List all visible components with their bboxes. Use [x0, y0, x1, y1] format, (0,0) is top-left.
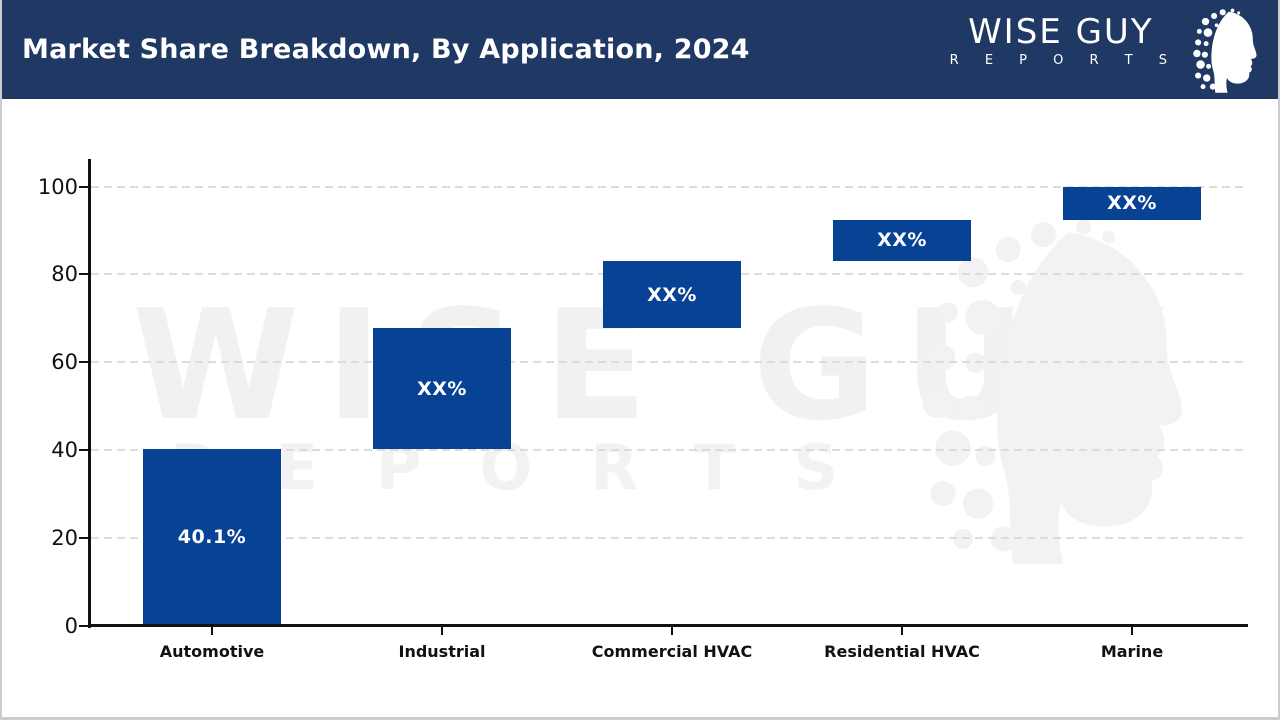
- y-tick-label-0: 0: [64, 613, 78, 638]
- bar-value-label: XX%: [877, 229, 927, 252]
- y-tick-label-60: 60: [51, 350, 78, 375]
- header-bar: Market Share Breakdown, By Application, …: [2, 0, 1278, 99]
- category-label-2: Commercial HVAC: [591, 641, 753, 661]
- gridline-40: [91, 448, 1248, 451]
- chart-title: Market Share Breakdown, By Application, …: [22, 34, 750, 65]
- chart-area: WISE GUY REPORTS 0 20 40 60 80 100 40.1% Automo…: [2, 99, 1278, 717]
- x-axis-tick-2: [671, 627, 673, 635]
- bar-commercial-hvac: XX%: [603, 261, 741, 329]
- y-axis-tick-100: [79, 185, 88, 188]
- gridline-100: [91, 185, 1248, 188]
- gridline-60: [91, 361, 1248, 364]
- y-axis-line: [88, 159, 91, 628]
- logo-name-text: WISE GUY: [968, 12, 1154, 52]
- y-tick-label-20: 20: [51, 525, 78, 550]
- plot-area: 0 20 40 60 80 100 40.1% Automotive XX% Industrial…: [2, 99, 1278, 717]
- bar-marine: XX%: [1063, 186, 1201, 220]
- y-axis-tick-80: [79, 273, 88, 276]
- bar-value-label: 40.1%: [177, 526, 247, 549]
- category-label-4: Marine: [1100, 641, 1164, 661]
- bar-industrial: XX%: [373, 328, 511, 450]
- x-axis-tick-3: [901, 627, 903, 635]
- y-axis-tick-60: [79, 361, 88, 364]
- wiseguy-logo: WISE GUY R E P O R T S: [944, 12, 1178, 69]
- watermark-head-icon: [920, 217, 1202, 569]
- logo-reports-text: R E P O R T S: [949, 53, 1178, 69]
- x-axis-line: [88, 624, 1248, 627]
- x-axis-tick-4: [1131, 627, 1133, 635]
- y-tick-label-40: 40: [51, 437, 78, 462]
- bar-automotive: 40.1%: [143, 449, 281, 626]
- wiseguy-head-icon: [1184, 8, 1270, 94]
- category-label-3: Residential HVAC: [824, 641, 980, 661]
- bar-residential-hvac: XX%: [833, 219, 971, 262]
- y-tick-label-100: 100: [37, 174, 78, 199]
- x-axis-tick-0: [211, 627, 213, 635]
- y-axis-tick-20: [79, 536, 88, 539]
- bar-value-label: XX%: [417, 377, 467, 400]
- category-label-0: Automotive: [159, 641, 265, 661]
- gridline-20: [91, 536, 1248, 539]
- x-axis-tick-1: [441, 627, 443, 635]
- bar-value-label: XX%: [647, 283, 697, 306]
- y-tick-label-80: 80: [51, 262, 78, 287]
- category-label-1: Industrial: [398, 641, 486, 661]
- y-axis-tick-40: [79, 448, 88, 451]
- y-axis-tick-0: [79, 624, 88, 627]
- bar-value-label: XX%: [1107, 192, 1157, 215]
